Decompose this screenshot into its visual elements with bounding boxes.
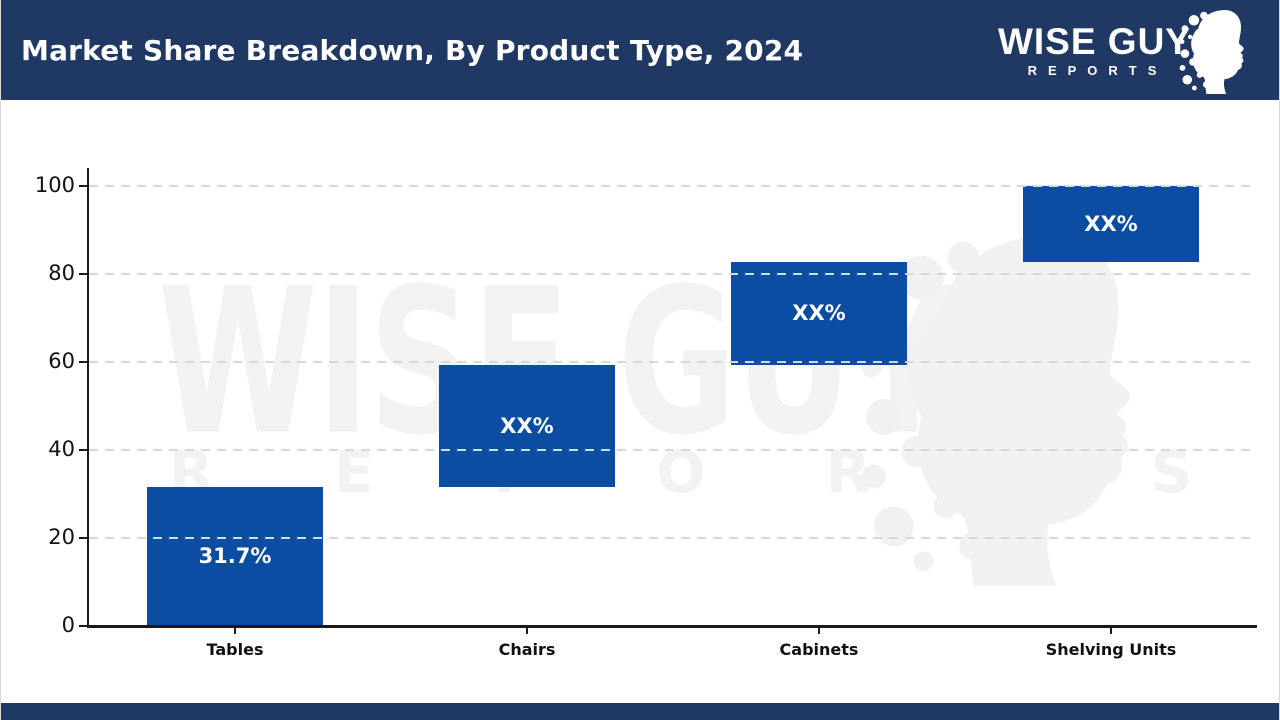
y-tick-label-40: 40	[48, 437, 75, 461]
y-tick-20	[79, 537, 88, 539]
bar-tables	[147, 486, 323, 626]
gridline-100	[89, 185, 1254, 187]
bar-shelving-units	[1023, 186, 1199, 263]
logo-reports-text: REPORTS	[1027, 63, 1168, 78]
x-tick-label-chairs: Chairs	[498, 640, 556, 659]
bar-label-chairs: XX%	[500, 413, 554, 438]
x-tick-label-cabinets: Cabinets	[779, 640, 859, 659]
bar-label-cabinets: XX%	[792, 301, 846, 326]
y-tick-label-80: 80	[48, 261, 75, 285]
gridline-60	[89, 361, 1254, 363]
y-tick-label-60: 60	[48, 349, 75, 373]
gridline-40	[89, 449, 1254, 451]
y-tick-label-0: 0	[61, 613, 75, 637]
y-tick-80	[79, 273, 88, 275]
y-tick-100	[79, 185, 88, 187]
bar-label-shelving-units: XX%	[1084, 212, 1138, 237]
x-tick-chairs	[526, 626, 528, 634]
bar-cabinets	[731, 262, 907, 365]
footer-bar	[1, 703, 1279, 720]
y-axis-line	[87, 168, 89, 628]
y-tick-60	[79, 361, 88, 363]
logo: WISE GUY REPORTS	[998, 6, 1257, 94]
x-tick-label-tables: Tables	[206, 640, 264, 659]
y-tick-0	[79, 625, 88, 627]
x-tick-cabinets	[818, 626, 820, 634]
dotted-face-icon	[1177, 6, 1257, 94]
logo-wiseguy-text: WISE GUY	[997, 21, 1191, 62]
gridline-20	[89, 537, 1254, 539]
x-axis-line	[87, 625, 1257, 628]
y-tick-40	[79, 449, 88, 451]
bar-label-tables: 31.7%	[198, 544, 272, 569]
bar-chairs	[439, 364, 615, 487]
gridline-80	[89, 273, 1254, 275]
y-tick-label-20: 20	[48, 525, 75, 549]
y-tick-label-100: 100	[34, 173, 75, 197]
page-title: Market Share Breakdown, By Product Type,…	[21, 33, 804, 67]
header-bar: Market Share Breakdown, By Product Type,…	[1, 0, 1279, 100]
x-tick-shelving-units	[1110, 626, 1112, 634]
logo-text: WISE GUY REPORTS	[998, 23, 1191, 77]
x-tick-tables	[234, 626, 236, 634]
x-tick-label-shelving-units: Shelving Units	[1045, 640, 1177, 659]
